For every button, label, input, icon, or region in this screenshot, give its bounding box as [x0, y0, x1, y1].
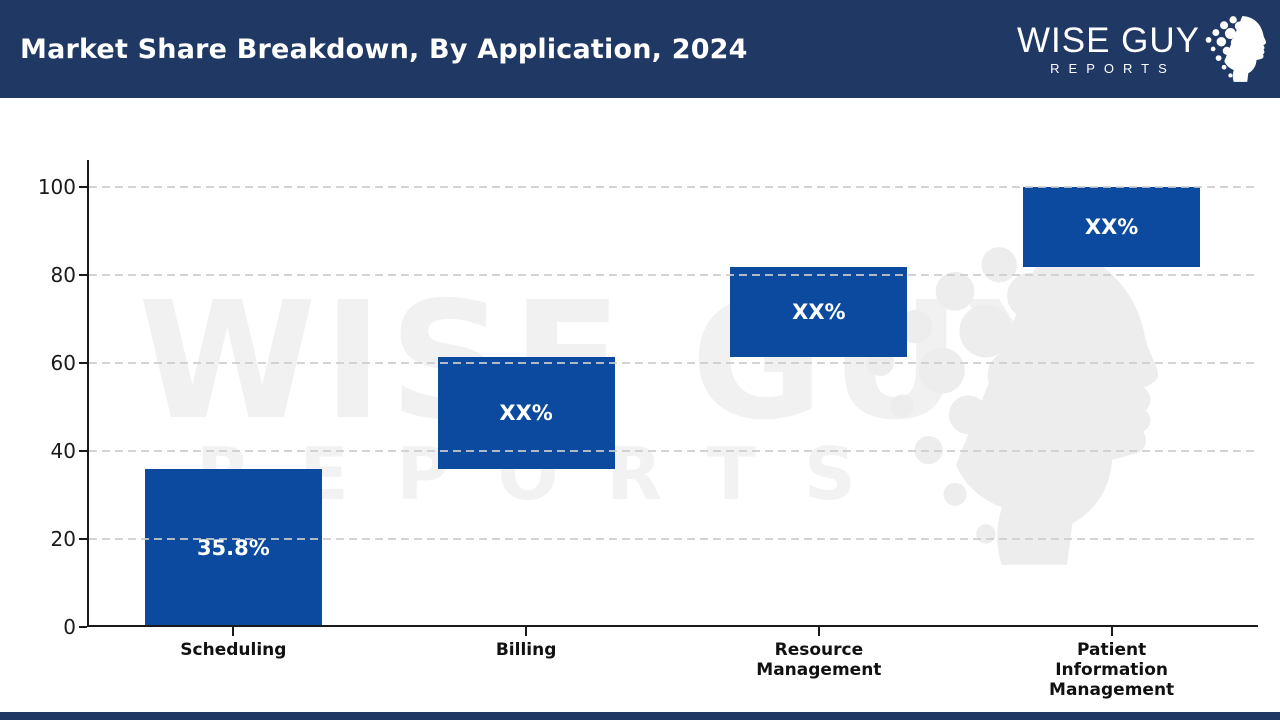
y-tick-label: 100 — [37, 174, 76, 199]
page-title: Market Share Breakdown, By Application, … — [20, 33, 748, 65]
y-tick — [79, 361, 87, 364]
y-gridline — [89, 449, 1255, 452]
wiseguy-face-icon — [1205, 16, 1266, 82]
logo-wiseguy-label: WISE GUY — [1016, 20, 1200, 60]
x-tick — [1110, 627, 1113, 636]
y-tick-label: 60 — [50, 350, 76, 375]
y-tick-label: 20 — [50, 526, 76, 551]
bar-value-label: XX% — [499, 400, 553, 425]
footer-bar — [0, 712, 1280, 720]
y-axis-line — [87, 160, 89, 627]
x-category-label: Patient Information Management — [1049, 640, 1175, 700]
header-bar: Market Share Breakdown, By Application, … — [0, 0, 1280, 98]
wiseguy-logo: WISE GUY REPORTS — [1017, 8, 1266, 90]
y-tick — [79, 185, 87, 188]
y-gridline — [89, 537, 1255, 540]
x-category-label: Resource Management — [756, 640, 882, 680]
x-tick — [817, 627, 820, 636]
bar-value-label: 35.8% — [196, 535, 270, 560]
y-tick — [79, 625, 87, 628]
y-tick — [79, 537, 87, 540]
bar-value-label: XX% — [1084, 214, 1139, 239]
y-tick — [79, 449, 87, 452]
y-tick-label: 0 — [63, 614, 76, 639]
bar-value-label: XX% — [792, 299, 846, 324]
bar: XX% — [730, 267, 908, 357]
y-gridline — [89, 361, 1255, 364]
y-tick — [79, 273, 87, 276]
x-category-label: Billing — [495, 640, 557, 660]
bar: XX% — [1023, 186, 1201, 268]
bar: XX% — [437, 356, 615, 469]
x-axis-line — [87, 625, 1258, 627]
x-tick — [525, 627, 528, 636]
x-tick — [232, 627, 235, 636]
bar: 35.8% — [144, 468, 322, 627]
y-gridline — [89, 185, 1255, 188]
x-category-label: Scheduling — [180, 640, 287, 660]
y-tick-label: 40 — [50, 438, 76, 463]
logo-reports-label: REPORTS — [1050, 60, 1176, 76]
y-tick-label: 80 — [50, 262, 76, 287]
wiseguy-logo-text: WISE GUY REPORTS — [1016, 20, 1200, 76]
y-gridline — [89, 273, 1255, 276]
